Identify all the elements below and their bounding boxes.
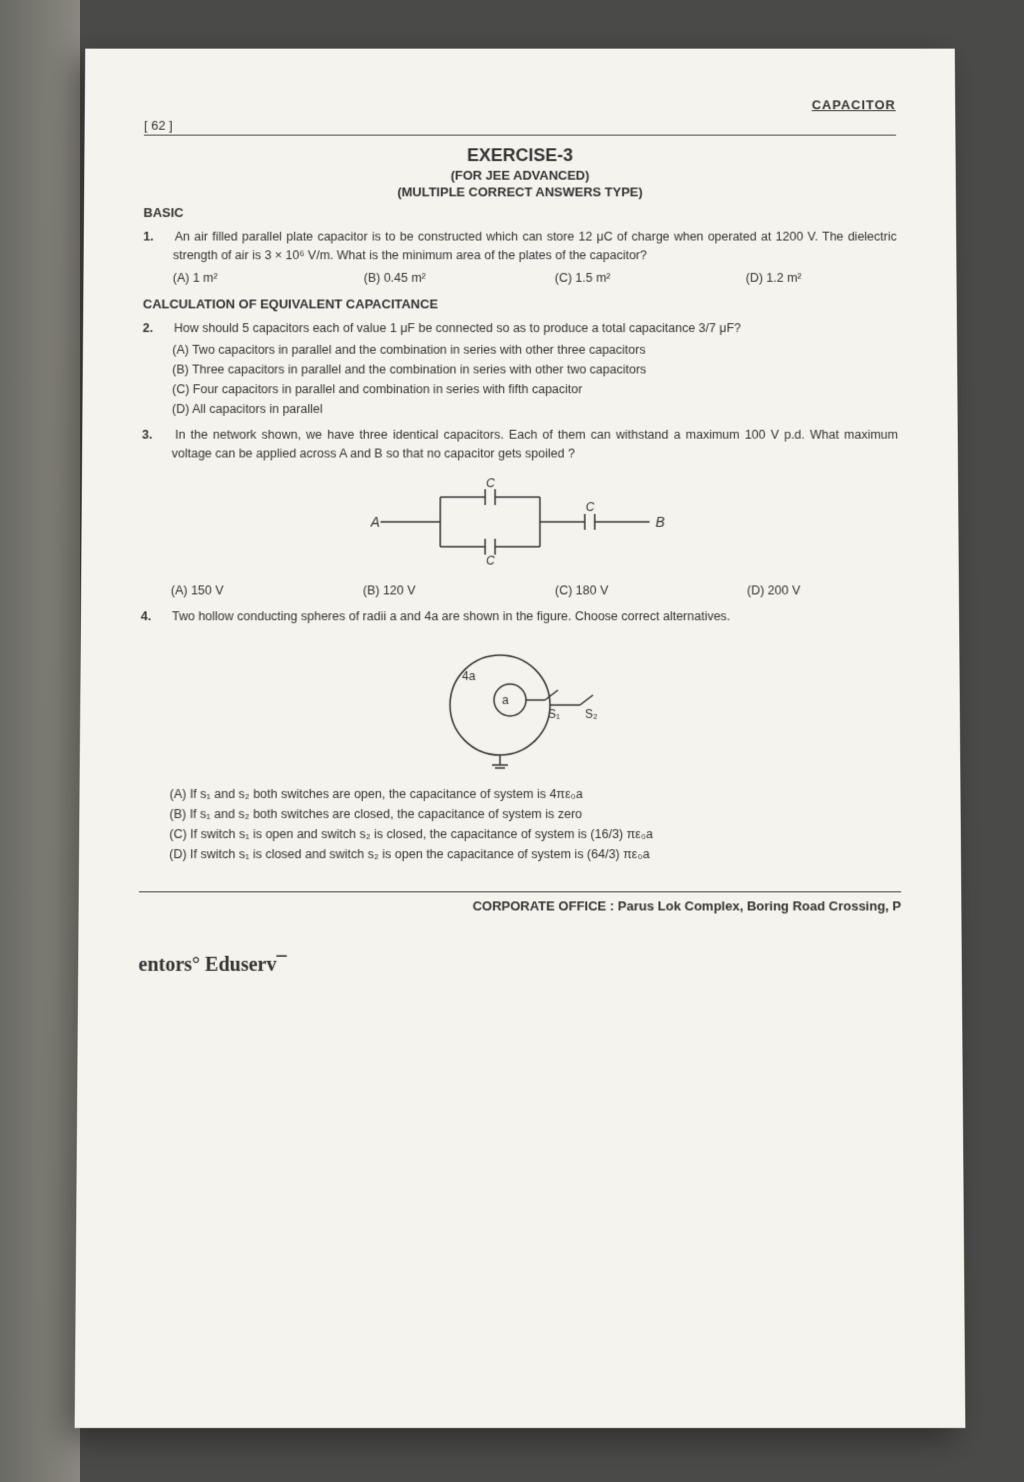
q3-opt-c: (C) 180 V <box>555 583 707 597</box>
question-4: 4. Two hollow conducting spheres of radi… <box>171 607 900 626</box>
q4-spheres-diagram: a 4a S₁ S₂ <box>140 640 901 773</box>
q2-options: (A) Two capacitors in parallel and the c… <box>172 343 898 416</box>
exercise-title: EXERCISE-3 <box>144 145 897 166</box>
q4-label-s1: S₁ <box>548 706 560 720</box>
q4-number: 4. <box>141 607 169 626</box>
q4-opt-b: (B) If s₁ and s₂ both switches are close… <box>169 807 900 821</box>
q3-label-b: B <box>655 514 664 530</box>
q3-label-ctop: C <box>486 477 495 490</box>
q1-opt-b: (B) 0.45 m² <box>364 270 515 284</box>
q4-text: Two hollow conducting spheres of radii a… <box>172 609 730 623</box>
q4-options: (A) If s₁ and s₂ both switches are open,… <box>169 787 901 861</box>
exercise-subtitle-2: (MULTIPLE CORRECT ANSWERS TYPE) <box>144 185 897 200</box>
q1-opt-d: (D) 1.2 m² <box>746 270 897 284</box>
question-3: 3. In the network shown, we have three i… <box>172 426 899 463</box>
q2-opt-a: (A) Two capacitors in parallel and the c… <box>172 343 897 357</box>
q2-opt-b: (B) Three capacitors in parallel and the… <box>172 363 897 377</box>
q2-opt-c: (C) Four capacitors in parallel and comb… <box>172 383 898 397</box>
textbook-page: CAPACITOR [ 62 ] EXERCISE-3 (FOR JEE ADV… <box>75 49 966 1428</box>
q1-text: An air filled parallel plate capacitor i… <box>173 230 897 262</box>
q3-opt-b: (B) 120 V <box>363 583 515 597</box>
page-number: [ 62 ] <box>144 118 896 136</box>
q3-text: In the network shown, we have three iden… <box>172 428 898 460</box>
footer: CORPORATE OFFICE : Parus Lok Complex, Bo… <box>139 891 901 913</box>
q4-label-outer: 4a <box>462 669 476 683</box>
footer-brand: entors° Eduserv¯ <box>138 953 901 976</box>
q4-label-inner: a <box>502 692 509 706</box>
question-2: 2. How should 5 capacitors each of value… <box>172 319 897 337</box>
q1-opt-c: (C) 1.5 m² <box>555 270 706 284</box>
q1-options: (A) 1 m² (B) 0.45 m² (C) 1.5 m² (D) 1.2 … <box>173 270 897 284</box>
q3-circuit-diagram: A B C C C <box>141 477 899 569</box>
q3-label-cbot: C <box>486 553 495 566</box>
q3-label-a: A <box>370 514 379 530</box>
q2-text: How should 5 capacitors each of value 1 … <box>174 321 741 335</box>
q3-label-cright: C <box>586 500 595 514</box>
q3-number: 3. <box>142 426 170 445</box>
q1-number: 1. <box>143 228 171 246</box>
q1-opt-a: (A) 1 m² <box>173 270 324 284</box>
q4-opt-a: (A) If s₁ and s₂ both switches are open,… <box>170 787 901 801</box>
chapter-header: CAPACITOR <box>144 97 896 112</box>
footer-corporate: CORPORATE OFFICE : Parus Lok Complex, Bo… <box>472 898 901 913</box>
q2-number: 2. <box>143 319 171 337</box>
q4-label-s2: S₂ <box>585 706 598 720</box>
q3-opt-d: (D) 200 V <box>747 583 899 597</box>
exercise-subtitle-1: (FOR JEE ADVANCED) <box>144 168 897 183</box>
q2-opt-d: (D) All capacitors in parallel <box>172 402 898 416</box>
basic-heading: BASIC <box>143 205 896 220</box>
question-1: 1. An air filled parallel plate capacito… <box>173 228 897 265</box>
section-heading-2: CALCULATION OF EQUIVALENT CAPACITANCE <box>143 296 897 311</box>
q4-opt-c: (C) If switch s₁ is open and switch s₂ i… <box>169 827 900 841</box>
q3-opt-a: (A) 150 V <box>171 583 323 597</box>
q3-options: (A) 150 V (B) 120 V (C) 180 V (D) 200 V <box>171 583 899 597</box>
q4-opt-d: (D) If switch s₁ is closed and switch s₂… <box>169 847 901 861</box>
